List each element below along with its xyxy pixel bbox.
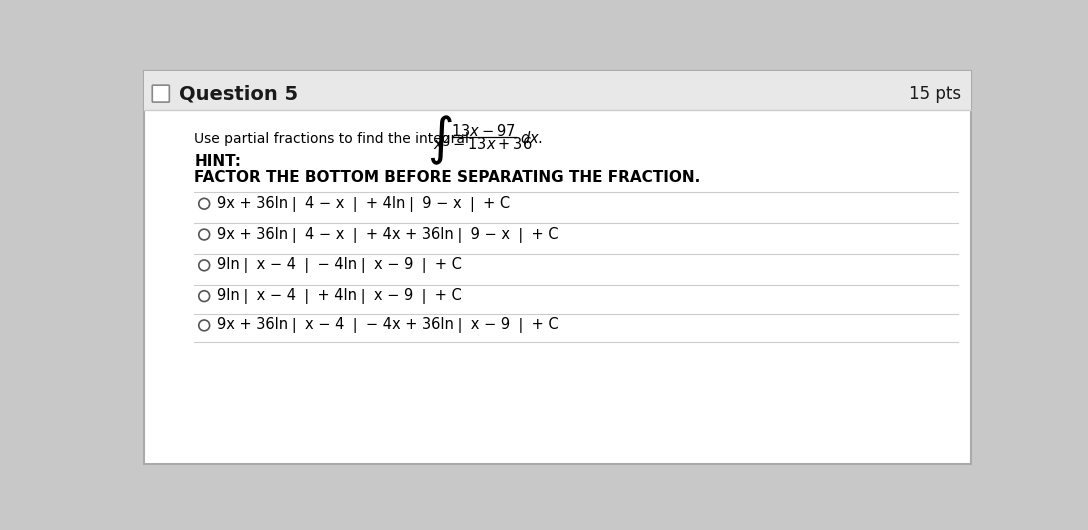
FancyBboxPatch shape (152, 85, 170, 102)
Text: $dx.$: $dx.$ (520, 130, 544, 146)
Text: $13x-97$: $13x-97$ (450, 123, 516, 139)
Text: 9ln❘ x − 4 ❘ − 4ln❘ x − 9 ❘ + C: 9ln❘ x − 4 ❘ − 4ln❘ x − 9 ❘ + C (218, 258, 462, 273)
Text: $x^2-13x+36$: $x^2-13x+36$ (433, 134, 533, 153)
FancyBboxPatch shape (144, 72, 972, 110)
Text: Use partial fractions to find the integral: Use partial fractions to find the integr… (194, 132, 469, 146)
Text: 9x + 36ln❘ x − 4 ❘ − 4x + 36ln❘ x − 9 ❘ + C: 9x + 36ln❘ x − 4 ❘ − 4x + 36ln❘ x − 9 ❘ … (218, 317, 559, 333)
Text: 9x + 36ln❘ 4 − x ❘ + 4x + 36ln❘ 9 − x ❘ + C: 9x + 36ln❘ 4 − x ❘ + 4x + 36ln❘ 9 − x ❘ … (218, 226, 559, 243)
Text: 9x + 36ln❘ 4 − x ❘ + 4ln❘ 9 − x ❘ + C: 9x + 36ln❘ 4 − x ❘ + 4ln❘ 9 − x ❘ + C (218, 196, 510, 212)
Text: Question 5: Question 5 (178, 84, 298, 103)
Text: HINT:: HINT: (194, 154, 242, 169)
FancyBboxPatch shape (144, 72, 972, 464)
Text: 9ln❘ x − 4 ❘ + 4ln❘ x − 9 ❘ + C: 9ln❘ x − 4 ❘ + 4ln❘ x − 9 ❘ + C (218, 288, 462, 304)
Text: FACTOR THE BOTTOM BEFORE SEPARATING THE FRACTION.: FACTOR THE BOTTOM BEFORE SEPARATING THE … (194, 170, 701, 185)
Text: 15 pts: 15 pts (910, 85, 962, 103)
Text: $\int$: $\int$ (426, 114, 453, 167)
